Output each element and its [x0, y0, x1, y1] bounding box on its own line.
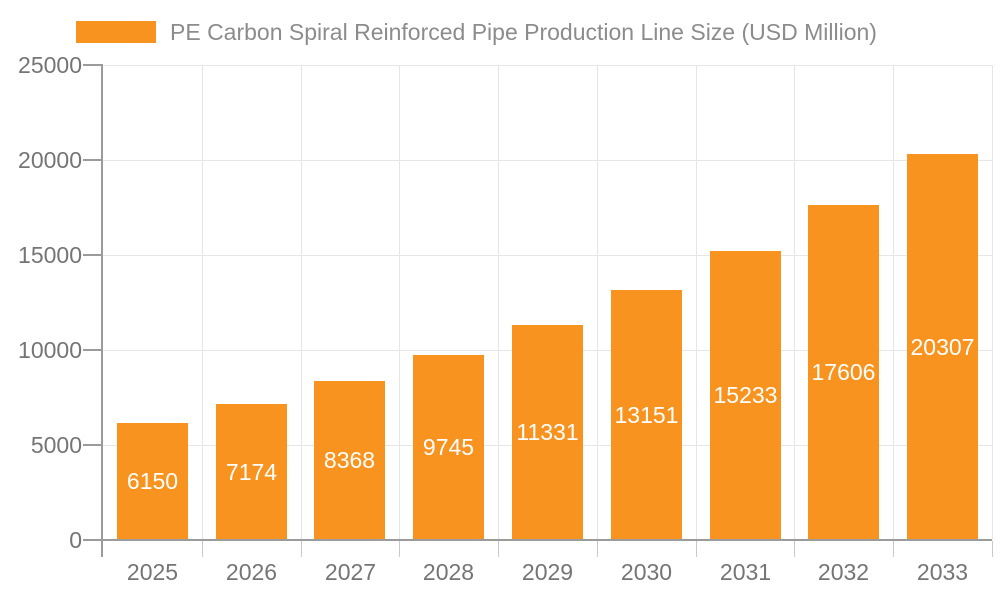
vertical-gridline [893, 65, 894, 540]
x-axis-tick [893, 541, 894, 557]
x-axis-tick-label: 2033 [916, 559, 969, 585]
vertical-gridline [992, 65, 993, 540]
bar-value-label: 6150 [126, 468, 179, 494]
vertical-gridline [301, 65, 302, 540]
y-axis-tick [83, 539, 103, 541]
vertical-gridline [498, 65, 499, 540]
x-axis-tick-label: 2031 [719, 559, 772, 585]
bar[interactable]: 6150 [117, 423, 188, 540]
x-axis-tick [597, 541, 598, 557]
x-axis-tick-label: 2028 [422, 559, 475, 585]
x-axis-line [83, 539, 992, 541]
bar-value-label: 13151 [614, 401, 679, 428]
legend-item[interactable]: PE Carbon Spiral Reinforced Pipe Product… [76, 17, 877, 47]
bar-value-label: 9745 [422, 434, 475, 460]
y-axis-tick [83, 349, 103, 351]
y-axis-line [101, 65, 103, 557]
bar-value-label: 15233 [713, 382, 778, 408]
vertical-gridline [202, 65, 203, 540]
y-axis-tick-label: 10000 [18, 337, 82, 363]
bar[interactable]: 13151 [611, 290, 682, 540]
x-axis-tick [794, 541, 795, 557]
vertical-gridline [696, 65, 697, 540]
x-axis-tick [399, 541, 400, 557]
horizontal-gridline [103, 255, 992, 256]
x-axis-tick-label: 2032 [817, 559, 870, 585]
x-axis-tick-label: 2025 [126, 559, 179, 585]
y-axis-tick-label: 20000 [18, 147, 82, 173]
bar[interactable]: 8368 [314, 381, 385, 540]
y-axis-tick-label: 15000 [18, 242, 82, 268]
vertical-gridline [597, 65, 598, 540]
vertical-gridline [399, 65, 400, 540]
x-axis-tick [301, 541, 302, 557]
y-axis-tick [83, 159, 103, 161]
bar[interactable]: 20307 [907, 154, 978, 540]
x-axis-tick [992, 541, 993, 557]
y-axis-tick-label: 5000 [30, 432, 82, 458]
y-axis-tick [83, 444, 103, 446]
bar-value-label: 20307 [910, 333, 975, 360]
bar[interactable]: 11331 [512, 325, 583, 540]
bar-value-label: 8368 [323, 447, 376, 473]
x-axis-tick [202, 541, 203, 557]
y-axis-tick-label: 0 [69, 527, 82, 553]
bar[interactable]: 17606 [808, 205, 879, 540]
y-axis-tick [83, 254, 103, 256]
bar-value-label: 17606 [811, 359, 876, 385]
y-axis-tick-label: 25000 [18, 52, 82, 78]
bar[interactable]: 7174 [216, 404, 287, 540]
y-axis-tick [83, 64, 103, 66]
x-axis-tick [498, 541, 499, 557]
bar-value-label: 7174 [225, 458, 278, 485]
x-axis-tick-label: 2030 [620, 559, 673, 585]
x-axis-tick-label: 2027 [324, 559, 377, 585]
horizontal-gridline [103, 65, 992, 66]
x-axis-tick-label: 2026 [225, 559, 278, 585]
x-axis-tick-label: 2029 [521, 559, 574, 585]
bar[interactable]: 9745 [413, 355, 484, 540]
legend-swatch [76, 21, 156, 43]
legend-label: PE Carbon Spiral Reinforced Pipe Product… [170, 19, 877, 45]
x-axis-tick [696, 541, 697, 557]
vertical-gridline [794, 65, 795, 540]
bar[interactable]: 15233 [710, 251, 781, 540]
horizontal-gridline [103, 160, 992, 161]
bar-value-label: 11331 [516, 419, 579, 445]
